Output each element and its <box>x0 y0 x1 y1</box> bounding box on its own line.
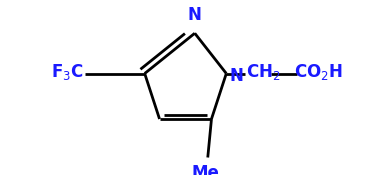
Text: CO$_2$H: CO$_2$H <box>294 62 343 82</box>
Text: CH$_2$: CH$_2$ <box>246 62 280 82</box>
Text: Me: Me <box>192 164 220 175</box>
Text: F$_3$C: F$_3$C <box>51 62 83 82</box>
Text: N: N <box>229 67 243 85</box>
Text: N: N <box>188 6 202 24</box>
